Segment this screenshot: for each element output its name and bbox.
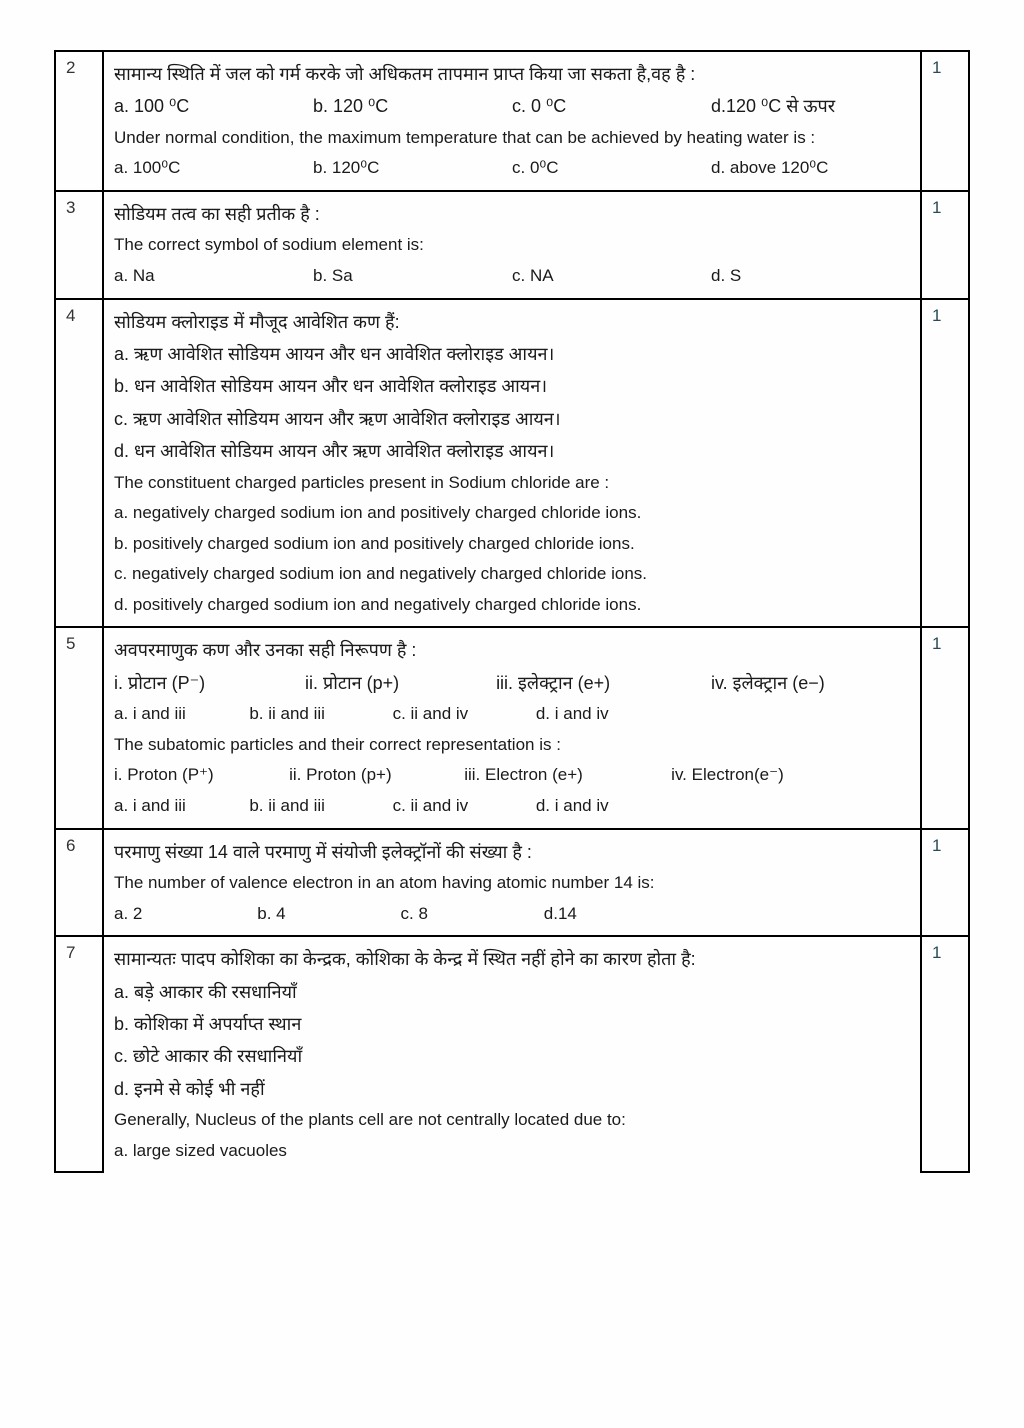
options-row: a. i and iii b. ii and iii c. ii and iv … bbox=[114, 791, 910, 822]
option-line: a. ऋण आवेशित सोडियम आयन और धन आवेशित क्ल… bbox=[114, 338, 910, 370]
marks: 1 bbox=[921, 299, 969, 628]
question-cell: अवपरमाणुक कण और उनका सही निरूपण है : i. … bbox=[103, 627, 921, 828]
question-number: 2 bbox=[55, 51, 103, 191]
question-english: The subatomic particles and their correc… bbox=[114, 730, 910, 761]
option: c. 0 ⁰C bbox=[512, 90, 711, 122]
question-hindi: अवपरमाणुक कण और उनका सही निरूपण है : bbox=[114, 634, 910, 666]
question-cell: सोडियम क्लोराइड में मौजूद आवेशित कण हैं:… bbox=[103, 299, 921, 628]
question-hindi: सोडियम क्लोराइड में मौजूद आवेशित कण हैं: bbox=[114, 306, 910, 338]
option: d. S bbox=[711, 261, 910, 292]
option: c. 8 bbox=[401, 899, 544, 930]
option-line: c. छोटे आकार की रसधानियाँ bbox=[114, 1040, 910, 1072]
option: b. ii and iii bbox=[249, 699, 392, 730]
option: a. i and iii bbox=[114, 699, 249, 730]
item: iii. Electron (e+) bbox=[464, 760, 671, 791]
question-hindi: सोडियम तत्व का सही प्रतीक है : bbox=[114, 198, 910, 230]
question-hindi: सामान्यतः पादप कोशिका का केन्द्रक, कोशिक… bbox=[114, 943, 910, 975]
table-row: 7 सामान्यतः पादप कोशिका का केन्द्रक, कोश… bbox=[55, 936, 969, 1172]
items-row-hindi: i. प्रोटान (P⁻) ii. प्रोटान (p+) iii. इल… bbox=[114, 667, 910, 699]
options-row-english: a. 100⁰C b. 120⁰C c. 0⁰C d. above 120⁰C bbox=[114, 153, 910, 184]
item: ii. प्रोटान (p+) bbox=[305, 667, 496, 699]
marks: 1 bbox=[921, 191, 969, 299]
option: c. ii and iv bbox=[393, 791, 536, 822]
table-row: 3 सोडियम तत्व का सही प्रतीक है : The cor… bbox=[55, 191, 969, 299]
option-line: d. धन आवेशित सोडियम आयन और ऋण आवेशित क्ल… bbox=[114, 435, 910, 467]
question-number: 3 bbox=[55, 191, 103, 299]
question-cell: सोडियम तत्व का सही प्रतीक है : The corre… bbox=[103, 191, 921, 299]
table-row: 6 परमाणु संख्या 14 वाले परमाणु में संयोज… bbox=[55, 829, 969, 937]
marks: 1 bbox=[921, 936, 969, 1172]
option: a. i and iii bbox=[114, 791, 249, 822]
question-cell: सामान्य स्थिति में जल को गर्म करके जो अध… bbox=[103, 51, 921, 191]
options-row: a. Na b. Sa c. NA d. S bbox=[114, 261, 910, 292]
question-english: The correct symbol of sodium element is: bbox=[114, 230, 910, 261]
option: d.120 ⁰C से ऊपर bbox=[711, 90, 910, 122]
option-line: a. बड़े आकार की रसधानियाँ bbox=[114, 976, 910, 1008]
option: b. 4 bbox=[257, 899, 400, 930]
item: iv. इलेक्ट्रान (e−) bbox=[711, 667, 910, 699]
option: d. i and iv bbox=[536, 699, 679, 730]
option: b. 120⁰C bbox=[313, 153, 512, 184]
item: ii. Proton (p+) bbox=[289, 760, 464, 791]
question-number: 4 bbox=[55, 299, 103, 628]
table-row: 4 सोडियम क्लोराइड में मौजूद आवेशित कण है… bbox=[55, 299, 969, 628]
marks: 1 bbox=[921, 627, 969, 828]
options-row: a. 2 b. 4 c. 8 d.14 bbox=[114, 899, 910, 930]
option: c. ii and iv bbox=[393, 699, 536, 730]
option-line: b. धन आवेशित सोडियम आयन और धन आवेशित क्ल… bbox=[114, 370, 910, 402]
question-number: 7 bbox=[55, 936, 103, 1172]
option-line: d. positively charged sodium ion and neg… bbox=[114, 590, 910, 621]
options-row: a. i and iii b. ii and iii c. ii and iv … bbox=[114, 699, 910, 730]
item: i. प्रोटान (P⁻) bbox=[114, 667, 305, 699]
question-english: Generally, Nucleus of the plants cell ar… bbox=[114, 1105, 910, 1136]
option: a. 2 bbox=[114, 899, 257, 930]
item: iii. इलेक्ट्रान (e+) bbox=[496, 667, 711, 699]
items-row-english: i. Proton (P⁺) ii. Proton (p+) iii. Elec… bbox=[114, 760, 910, 791]
marks: 1 bbox=[921, 829, 969, 937]
marks: 1 bbox=[921, 51, 969, 191]
question-english: Under normal condition, the maximum temp… bbox=[114, 123, 910, 154]
option: d. above 120⁰C bbox=[711, 153, 910, 184]
option-line: b. कोशिका में अपर्याप्त स्थान bbox=[114, 1008, 910, 1040]
option: a. 100 ⁰C bbox=[114, 90, 313, 122]
worksheet-page: 2 सामान्य स्थिति में जल को गर्म करके जो … bbox=[0, 0, 1024, 1428]
option: a. Na bbox=[114, 261, 313, 292]
option-line: c. ऋण आवेशित सोडियम आयन और ऋण आवेशित क्ल… bbox=[114, 403, 910, 435]
option: d. i and iv bbox=[536, 791, 679, 822]
table-row: 5 अवपरमाणुक कण और उनका सही निरूपण है : i… bbox=[55, 627, 969, 828]
question-hindi: परमाणु संख्या 14 वाले परमाणु में संयोजी … bbox=[114, 836, 910, 868]
item: i. Proton (P⁺) bbox=[114, 760, 289, 791]
options-row-hindi: a. 100 ⁰C b. 120 ⁰C c. 0 ⁰C d.120 ⁰C से … bbox=[114, 90, 910, 122]
question-hindi: सामान्य स्थिति में जल को गर्म करके जो अध… bbox=[114, 58, 910, 90]
question-cell: सामान्यतः पादप कोशिका का केन्द्रक, कोशिक… bbox=[103, 936, 921, 1172]
question-english: The constituent charged particles presen… bbox=[114, 468, 910, 499]
option: c. NA bbox=[512, 261, 711, 292]
option-line: c. negatively charged sodium ion and neg… bbox=[114, 559, 910, 590]
question-english: The number of valence electron in an ato… bbox=[114, 868, 910, 899]
question-number: 6 bbox=[55, 829, 103, 937]
option: b. Sa bbox=[313, 261, 512, 292]
option: c. 0⁰C bbox=[512, 153, 711, 184]
option-line: d. इनमे से कोई भी नहीं bbox=[114, 1073, 910, 1105]
option-line: a. large sized vacuoles bbox=[114, 1136, 910, 1167]
item: iv. Electron(e⁻) bbox=[671, 760, 878, 791]
option-line: a. negatively charged sodium ion and pos… bbox=[114, 498, 910, 559]
question-table: 2 सामान्य स्थिति में जल को गर्म करके जो … bbox=[54, 50, 970, 1173]
option: b. ii and iii bbox=[249, 791, 392, 822]
option: a. 100⁰C bbox=[114, 153, 313, 184]
question-number: 5 bbox=[55, 627, 103, 828]
option: b. 120 ⁰C bbox=[313, 90, 512, 122]
table-row: 2 सामान्य स्थिति में जल को गर्म करके जो … bbox=[55, 51, 969, 191]
option: d.14 bbox=[544, 899, 687, 930]
question-cell: परमाणु संख्या 14 वाले परमाणु में संयोजी … bbox=[103, 829, 921, 937]
